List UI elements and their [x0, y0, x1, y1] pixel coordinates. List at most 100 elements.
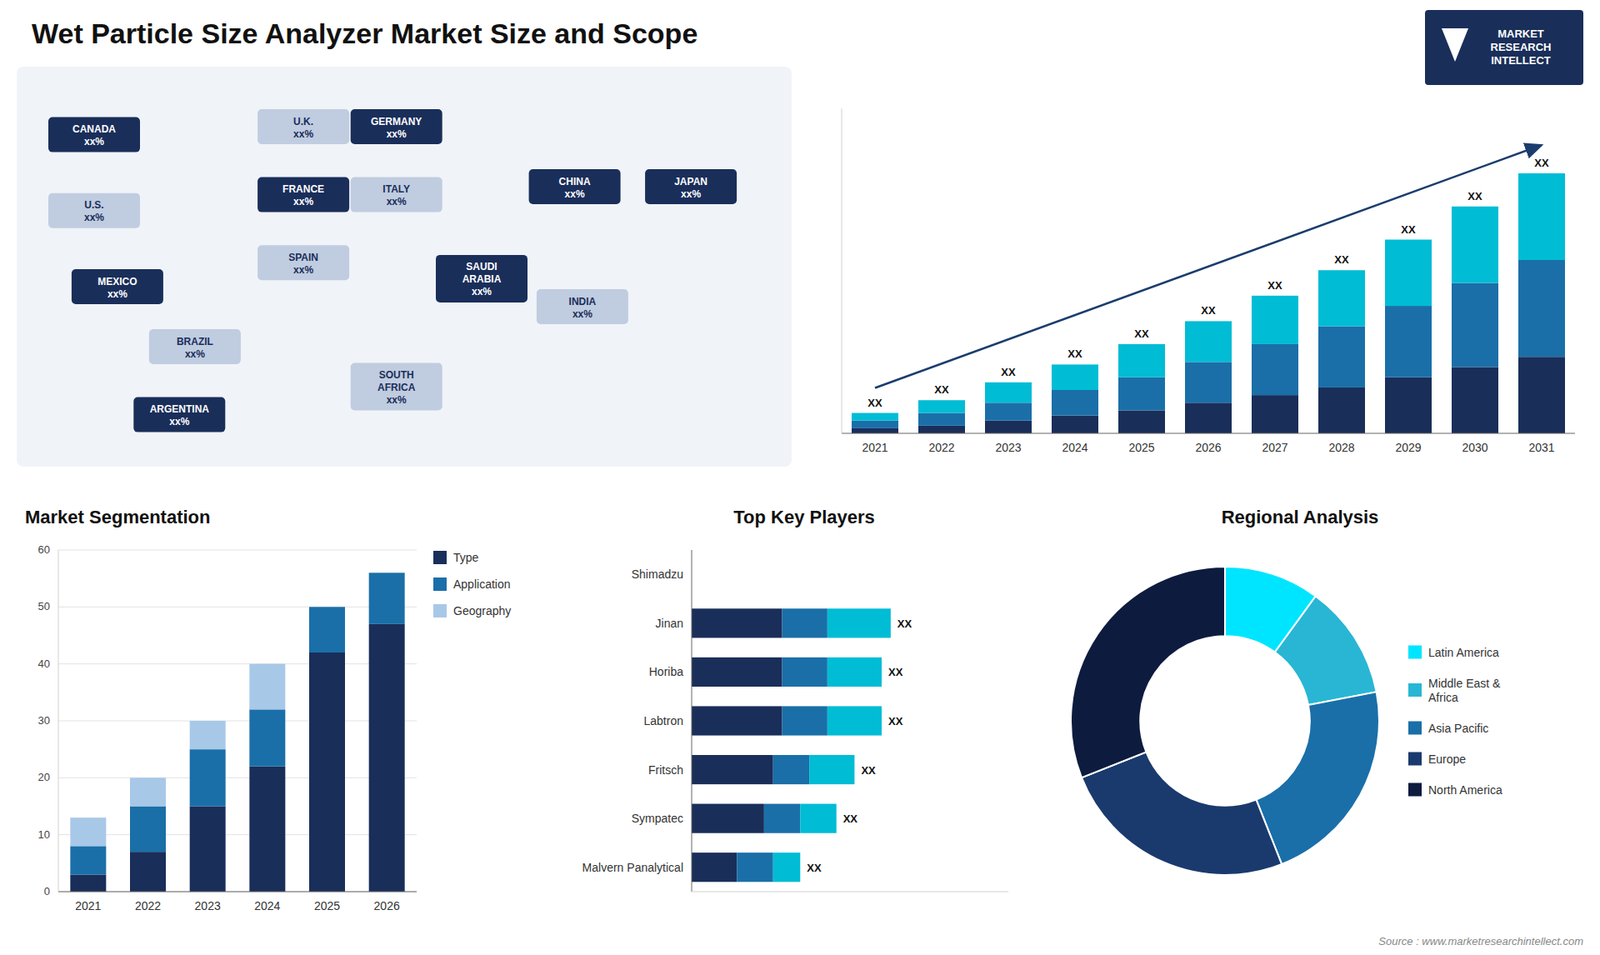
bar-segment [1318, 326, 1365, 388]
annotation: XX [1334, 253, 1350, 266]
text-line: BRAZIL [176, 335, 214, 348]
bar-segment [309, 606, 345, 653]
category-label: 2022 [135, 899, 161, 913]
grid-line [58, 891, 417, 893]
bar-segment [1385, 377, 1432, 434]
tick-label: 60 [38, 543, 50, 556]
category-label: Horiba [649, 665, 684, 679]
annotation: XX [1267, 279, 1283, 292]
annotation: XX [1000, 365, 1016, 379]
annotation: XX [934, 383, 950, 396]
region-tile [645, 169, 737, 205]
text-line: xx% [293, 264, 314, 276]
category-label: Malvern Panalytical [582, 860, 684, 875]
bar-segment [918, 413, 965, 426]
bar-segment [1518, 356, 1565, 434]
bar-segment [782, 705, 828, 735]
region-label: INDIAxx% [569, 295, 597, 320]
legend-swatch [433, 550, 447, 565]
region-tile [257, 177, 350, 213]
annotation: XX [897, 617, 913, 630]
donut-slice [1081, 751, 1282, 875]
text-line: ITALY [382, 183, 410, 195]
bar-segment [190, 720, 226, 750]
bar-segment [130, 777, 166, 806]
bar-segment [691, 608, 783, 638]
text-line: xx% [386, 195, 407, 208]
region-tile [350, 109, 443, 145]
category-label: 2025 [1128, 440, 1155, 455]
bar-segment [985, 402, 1032, 420]
bar-segment [249, 664, 285, 710]
bar-segment [691, 755, 774, 785]
category-label: 2024 [254, 899, 280, 913]
text-line: SPAIN [288, 251, 319, 264]
region-label: SPAINxx% [288, 251, 319, 276]
tick-label: 0 [44, 885, 50, 898]
legend-swatch [433, 577, 447, 591]
category-axis [841, 433, 1575, 435]
text-line: xx% [84, 135, 105, 148]
bar-segment [1518, 260, 1565, 357]
category-axis [58, 891, 417, 893]
bar-segment [1118, 410, 1165, 434]
value-axis [58, 550, 60, 892]
bar-segment [809, 755, 855, 785]
category-label: 2026 [1195, 440, 1221, 455]
bar-segment [827, 608, 891, 638]
text-line: CHINA [559, 175, 591, 188]
region-tile [48, 193, 140, 229]
legend-label: Europe [1428, 752, 1466, 766]
legend-swatch [1408, 645, 1422, 660]
text-line: xx% [386, 128, 407, 140]
annotation: XX [1200, 304, 1216, 317]
donut-slice [1255, 691, 1380, 865]
bar-segment [851, 420, 899, 429]
bar-segment [1118, 344, 1165, 378]
trend-arrow [875, 145, 1542, 389]
logo-text: MARKETRESEARCHINTELLECT [1490, 27, 1552, 67]
tick-label: 10 [38, 828, 50, 841]
bar-segment [851, 428, 899, 434]
bar-segment [691, 804, 765, 834]
bar-segment [1118, 377, 1165, 411]
page: CANADAxx%U.S.xx%MEXICOxx%BRAZILxx%ARGENT… [0, 0, 1600, 955]
tick-label: 30 [38, 714, 50, 727]
bar-segment [1451, 366, 1499, 434]
bar-segment [1051, 364, 1099, 390]
text-line: INTELLECT [1490, 54, 1551, 67]
bars [851, 173, 1565, 434]
bar-segment [249, 709, 285, 766]
text-line: xx% [185, 348, 205, 360]
text-line: xx% [471, 285, 492, 298]
region-tile [529, 169, 621, 205]
annotation: XX [860, 764, 876, 777]
grid-line [58, 777, 417, 779]
bar-segment [691, 705, 783, 735]
tick-label: 50 [38, 600, 50, 613]
text-line: xx% [565, 188, 585, 200]
legend-label: Middle East &Africa [1428, 676, 1501, 705]
bar-segment [1451, 283, 1499, 368]
text-line: SOUTH [379, 369, 415, 381]
region-tile [257, 245, 350, 280]
text-line: MEXICO [97, 275, 137, 288]
category-label: 2021 [75, 899, 101, 913]
legend: TypeApplicationGeography [433, 550, 511, 618]
category-label: 2031 [1528, 440, 1555, 455]
legend: Latin AmericaMiddle East &AfricaAsia Pac… [1408, 645, 1503, 797]
bar-segment [827, 705, 882, 735]
region-label: SOUTHAFRICAxx% [377, 369, 416, 406]
text-line: Europe [1428, 752, 1466, 766]
text-line: xx% [572, 308, 593, 320]
chart-title: Regional Analysis [1221, 506, 1380, 528]
grid-line [58, 663, 417, 665]
bar-segment [1451, 206, 1499, 284]
text-line: ARGENTINA [150, 403, 210, 415]
grid-line [58, 606, 417, 608]
bar-segment [130, 806, 166, 853]
region-tile [48, 117, 140, 153]
category-axis [691, 550, 693, 892]
bar-segment [736, 852, 773, 882]
text-line: xx% [84, 211, 105, 224]
